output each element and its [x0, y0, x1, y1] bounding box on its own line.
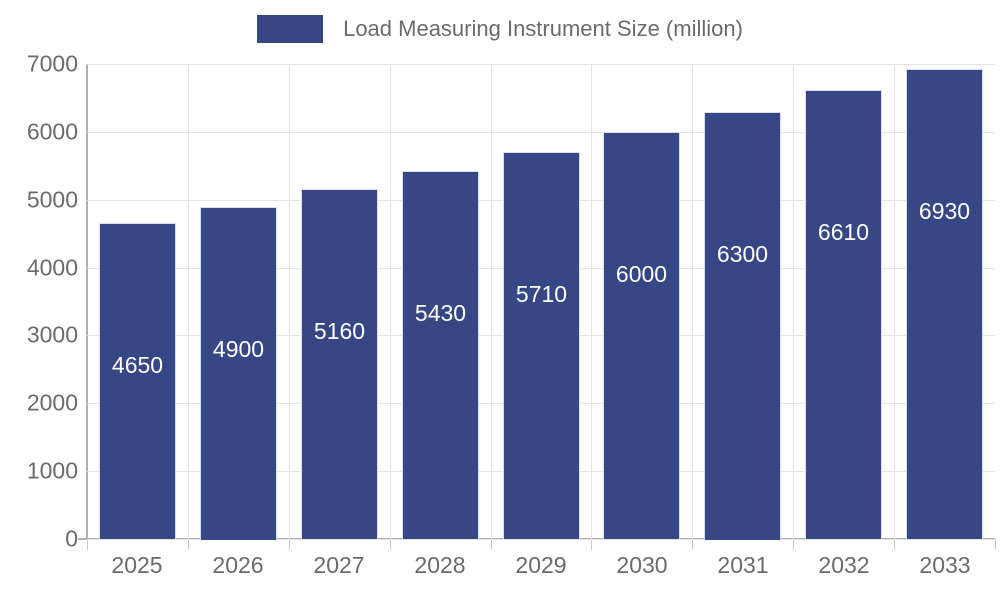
x-axis-tick-mark [692, 540, 693, 550]
x-axis-tick-label: 2027 [313, 552, 365, 578]
bar[interactable]: 6930 [906, 69, 983, 539]
y-axis-tick-labels: 0 1000 2000 3000 4000 5000 6000 7000 [0, 0, 78, 600]
x-axis-tick-mark [894, 540, 895, 550]
gridline-vertical [188, 64, 189, 539]
bar[interactable]: 5430 [402, 171, 479, 539]
gridline-vertical [793, 64, 794, 539]
x-axis-tick-mark [188, 540, 189, 550]
legend-swatch-load-measuring-instrument-size [257, 15, 324, 43]
y-axis-tick-label: 5000 [26, 186, 78, 213]
y-axis-tick-label: 0 [65, 525, 78, 552]
bar-value-label: 6000 [615, 261, 668, 287]
x-axis-tick-label: 2025 [111, 552, 163, 578]
gridline-vertical [289, 64, 290, 539]
bar[interactable]: 4900 [200, 207, 277, 540]
gridline-vertical [390, 64, 391, 539]
plot-area: 4650 4900 5160 5430 5710 6000 6300 6610 6930 [87, 64, 995, 540]
x-axis-tick-mark [491, 540, 492, 550]
y-axis-tick-label: 2000 [26, 389, 78, 416]
bar[interactable]: 4650 [99, 223, 176, 539]
x-axis-tick-label: 2030 [616, 552, 668, 578]
gridline-vertical [591, 64, 592, 539]
y-axis-tick-label: 6000 [26, 118, 78, 145]
gridline-vertical [491, 64, 492, 539]
gridline-vertical [894, 64, 895, 539]
bar-value-label: 5430 [414, 300, 467, 326]
bar-value-label: 6610 [817, 219, 870, 245]
x-axis-tick-mark [591, 540, 592, 550]
x-axis-tick-mark [793, 540, 794, 550]
x-axis-tick-mark [390, 540, 391, 550]
gridline-horizontal [87, 539, 995, 540]
bar-value-label: 6300 [716, 241, 769, 267]
x-axis-tick-mark [995, 540, 996, 550]
y-axis-tick-label: 1000 [26, 457, 78, 484]
y-axis-tick-label: 3000 [26, 321, 78, 348]
bar[interactable]: 6300 [704, 112, 781, 540]
bar-value-label: 6930 [918, 198, 971, 224]
x-axis-tick-label: 2028 [414, 552, 466, 578]
gridline-horizontal [87, 64, 995, 65]
bar[interactable]: 6610 [805, 90, 882, 539]
x-axis-tick-label: 2029 [515, 552, 567, 578]
bar[interactable]: 6000 [603, 132, 680, 539]
x-axis-tick-label: 2026 [212, 552, 264, 578]
bar[interactable]: 5710 [503, 152, 580, 539]
x-axis-tick-label: 2031 [717, 552, 769, 578]
bar-value-label: 4650 [111, 352, 164, 378]
bar-value-label: 5160 [313, 318, 366, 344]
x-axis-tick-label: 2033 [919, 552, 971, 578]
x-axis-tick-label: 2032 [818, 552, 870, 578]
y-axis-tick-label: 7000 [26, 50, 78, 77]
y-axis-spine [86, 64, 88, 540]
bar[interactable]: 5160 [301, 189, 378, 539]
chart-legend: Load Measuring Instrument Size (million) [0, 12, 1000, 46]
x-axis-tick-mark [289, 540, 290, 550]
gridline-horizontal [87, 131, 995, 133]
gridline-vertical [692, 64, 693, 539]
bar-value-label: 4900 [212, 336, 265, 362]
bar-value-label: 5710 [515, 281, 568, 307]
y-axis-tick-label: 4000 [26, 254, 78, 281]
legend-label-load-measuring-instrument-size: Load Measuring Instrument Size (million) [343, 16, 743, 41]
x-axis-tick-labels: 2025 2026 2027 2028 2029 2030 2031 2032 2033 [87, 552, 995, 592]
x-axis-tick-mark [87, 540, 88, 550]
